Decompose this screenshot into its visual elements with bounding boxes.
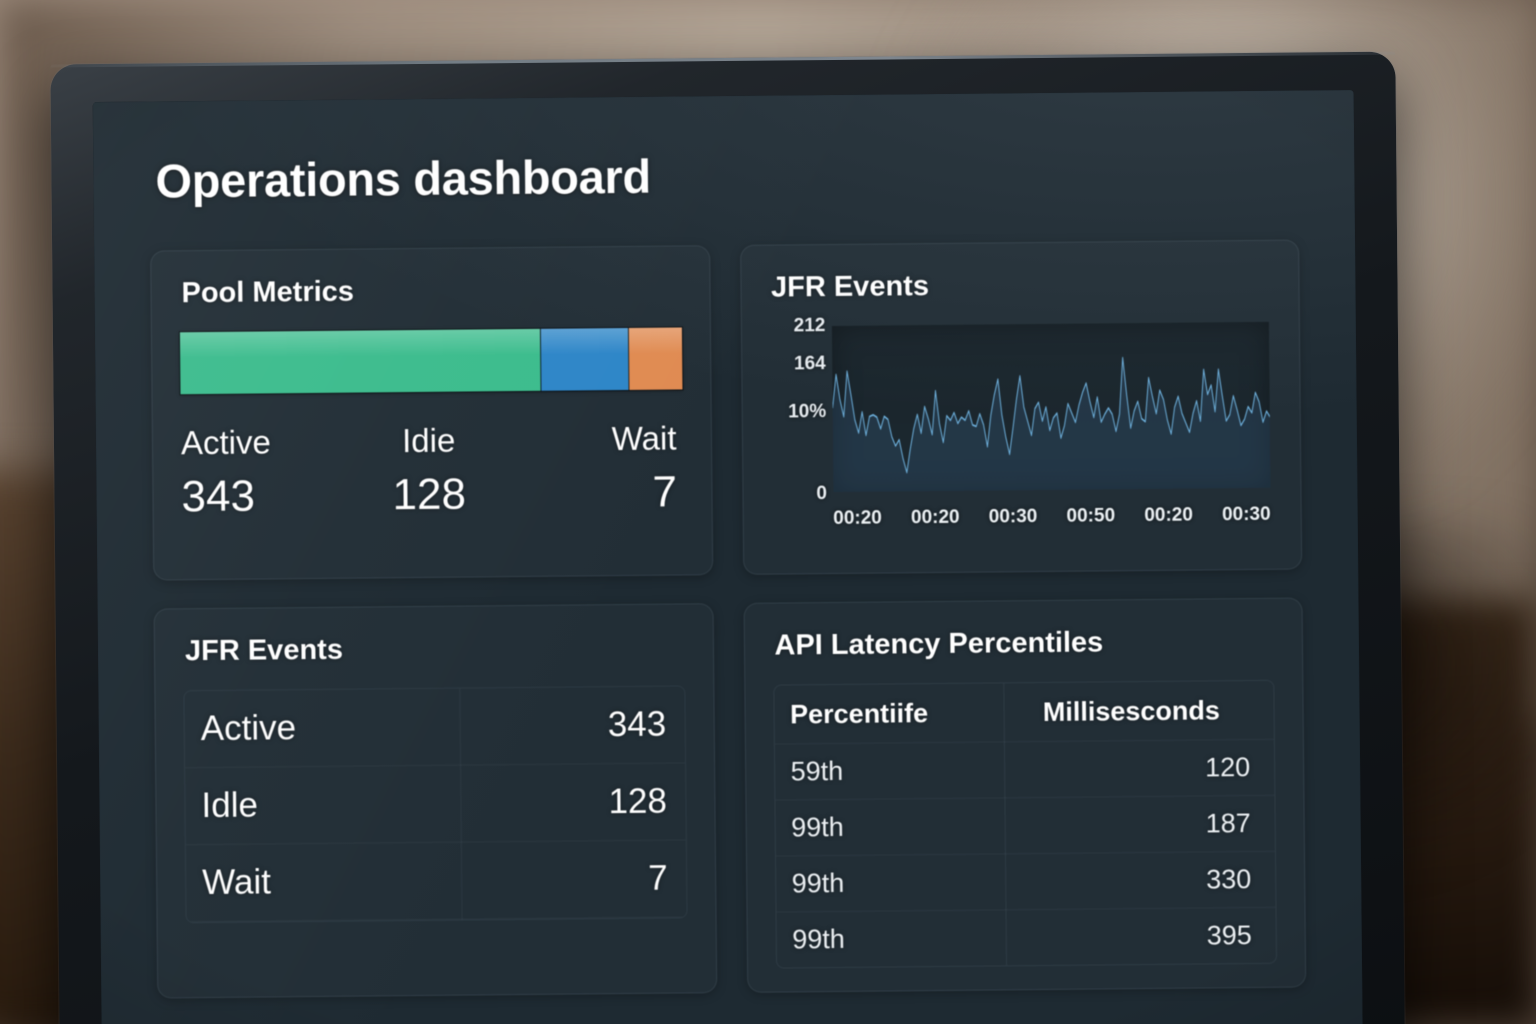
laptop-device: Operations dashboard Pool Metrics Active… <box>50 51 1405 1024</box>
dashboard-grid: Pool Metrics Active 343 Idie 128 <box>150 239 1307 999</box>
page-title: Operations dashboard <box>155 149 652 208</box>
pool-stat-wait-value: 7 <box>652 467 678 517</box>
pool-stat-wait-label: Wait <box>611 419 677 458</box>
jfr-x-tick: 00:30 <box>1221 503 1271 526</box>
jfr-y-tick: 10% <box>788 400 827 423</box>
jfr-y-tick: 0 <box>816 483 828 505</box>
latency-row-percentile: 99th <box>792 923 845 955</box>
table-row: 59th 120 <box>774 739 1275 801</box>
jfr-y-tick: 212 <box>793 315 826 337</box>
pool-stat-active: Active 343 <box>181 423 347 523</box>
card-jfr-chart: JFR Events 212 164 10% 0 00: <box>739 239 1303 575</box>
jfr-chart-x-axis: 00:20 00:20 00:30 00:50 00:20 00:30 <box>833 504 1271 530</box>
latency-row-ms: 187 <box>1205 808 1251 839</box>
card-pool-metrics: Pool Metrics Active 343 Idie 128 <box>150 245 713 581</box>
latency-table-title: API Latency Percentiles <box>774 626 1104 662</box>
table-row: Active 343 <box>184 686 685 769</box>
pool-stat-active-value: 343 <box>181 471 256 522</box>
pool-stat-wait: Wait 7 <box>511 419 683 519</box>
table-row: 99th 330 <box>775 851 1276 913</box>
jfr-sparkline-stroke <box>831 356 1271 474</box>
jfr-row-value: 7 <box>648 858 668 898</box>
pool-stat-idle-value: 128 <box>392 469 467 520</box>
jfr-x-tick: 00:50 <box>1066 505 1116 527</box>
pool-stat-idle-label: Idie <box>401 421 456 460</box>
card-latency-table: API Latency Percentiles Percentiife Milli… <box>743 597 1307 993</box>
jfr-chart-y-axis: 212 164 10% 0 <box>769 315 827 504</box>
latency-row-percentile: 99th <box>791 867 845 899</box>
jfr-sparkline <box>831 356 1271 493</box>
jfr-row-value: 343 <box>607 704 667 745</box>
jfr-row-key: Wait <box>202 862 272 903</box>
laptop-screen: Operations dashboard Pool Metrics Active… <box>92 89 1363 1024</box>
latency-row-ms: 120 <box>1204 752 1251 783</box>
jfr-row-value: 128 <box>608 781 668 822</box>
table-row: 99th 187 <box>774 795 1275 857</box>
jfr-chart-title: JFR Events <box>770 270 930 304</box>
jfr-row-key: Active <box>200 708 297 749</box>
latency-table-header: Percentiife Millisesconds <box>773 680 1274 745</box>
table-row: Idle 128 <box>185 763 686 846</box>
jfr-table: Active 343 Idle 128 Wait 7 <box>183 685 688 924</box>
pool-metrics-title: Pool Metrics <box>181 275 355 310</box>
latency-row-ms: 395 <box>1206 920 1252 951</box>
latency-row-percentile: 59th <box>790 755 844 787</box>
jfr-x-tick: 00:20 <box>833 507 882 530</box>
jfr-table-title: JFR Events <box>184 633 344 668</box>
jfr-y-tick: 164 <box>793 353 826 375</box>
pool-stat-idle: Idie 128 <box>346 421 512 521</box>
latency-row-percentile: 99th <box>791 811 844 843</box>
table-row: Wait 7 <box>185 840 687 923</box>
jfr-chart-inner: 212 164 10% 0 00:20 00:20 00:30 00:50 00:20 00:3… <box>769 315 1273 561</box>
table-row: 99th 395 <box>776 908 1276 968</box>
jfr-x-tick: 00:20 <box>910 506 960 529</box>
pool-stats-row: Active 343 Idie 128 Wait 7 <box>181 419 683 522</box>
latency-col-percentile: Percentiife <box>789 697 929 729</box>
pool-bar-segment-active <box>179 328 541 395</box>
latency-table: Percentiife Millisesconds 59th 120 99th 187 99… <box>772 679 1278 969</box>
card-jfr-table: JFR Events Active 343 Idle 128 Wait 7 <box>153 603 717 999</box>
jfr-chart-plot <box>831 321 1271 493</box>
latency-col-milliseconds: Millisesconds <box>1042 694 1221 727</box>
jfr-chart-area: 212 164 10% 0 00:20 00:20 00:30 00:50 00:20 00:3… <box>769 315 1273 561</box>
pool-bar-segment-wait <box>627 327 682 390</box>
dashboard-root: Operations dashboard Pool Metrics Active… <box>92 89 1363 1024</box>
pool-bar-segment-idle <box>539 327 629 391</box>
pool-stat-active-label: Active <box>180 423 272 462</box>
pool-utilization-bar <box>179 327 682 395</box>
jfr-x-tick: 00:30 <box>988 506 1038 528</box>
latency-row-ms: 330 <box>1206 864 1252 895</box>
jfr-row-key: Idle <box>201 785 259 826</box>
jfr-x-tick: 00:20 <box>1144 504 1193 527</box>
